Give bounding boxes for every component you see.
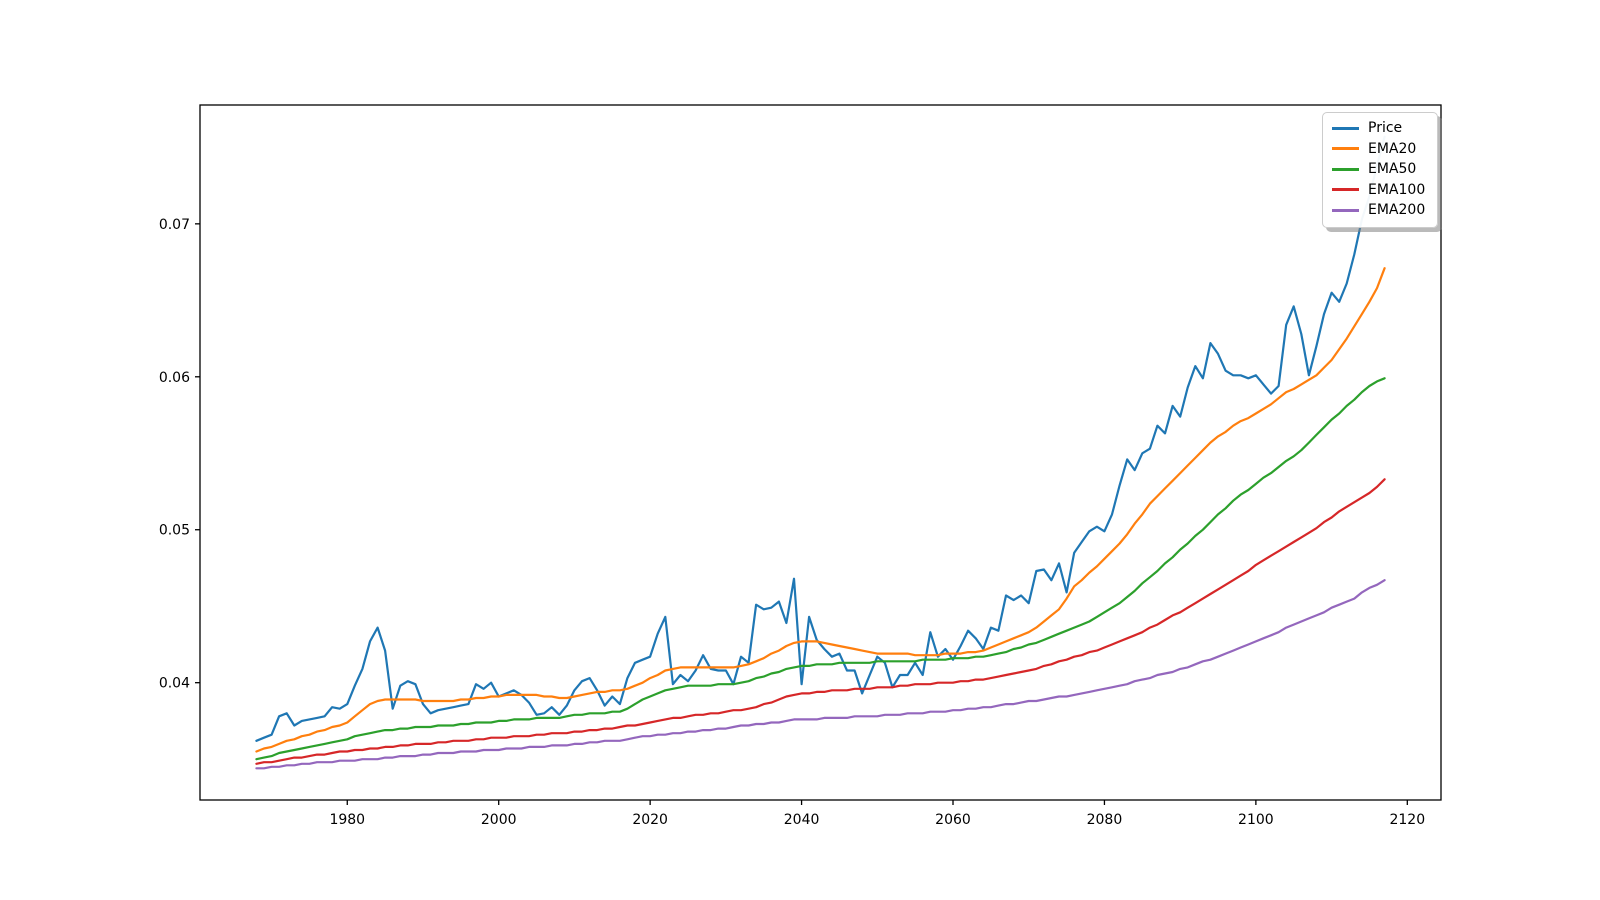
legend-entry-ema20: EMA20 <box>1332 139 1428 160</box>
x-tick-label: 2040 <box>784 812 820 828</box>
plot-area <box>199 104 1442 801</box>
y-tick-label: 0.06 <box>159 370 190 386</box>
legend-swatch-ema20 <box>1332 147 1359 151</box>
legend-entry-ema100: EMA100 <box>1332 180 1428 201</box>
legend: Price EMA20 EMA50 EMA100 EMA200 <box>1322 112 1438 228</box>
x-tick-label: 2100 <box>1238 812 1274 828</box>
legend-entry-ema200: EMA200 <box>1332 200 1428 221</box>
legend-swatch-ema50 <box>1332 167 1359 171</box>
series-line-ema100 <box>255 478 1386 765</box>
legend-swatch-ema200 <box>1332 208 1359 212</box>
legend-label: EMA100 <box>1368 181 1426 198</box>
x-tick-label: 1980 <box>329 812 365 828</box>
legend-entry-price: Price <box>1332 118 1428 139</box>
x-tick-label: 2020 <box>632 812 668 828</box>
legend-label: EMA50 <box>1368 161 1417 178</box>
y-tick-label: 0.05 <box>159 523 190 539</box>
x-tick-label: 2060 <box>935 812 971 828</box>
series-line-ema50 <box>255 377 1386 761</box>
x-tick-label: 2000 <box>481 812 517 828</box>
legend-swatch-ema100 <box>1332 188 1359 192</box>
series-line-price <box>255 135 1386 742</box>
legend-entry-ema50: EMA50 <box>1332 159 1428 180</box>
y-tick-label: 0.04 <box>159 676 190 692</box>
legend-label: EMA200 <box>1368 202 1426 219</box>
x-tick-label: 2080 <box>1087 812 1123 828</box>
legend-swatch-price <box>1332 126 1359 130</box>
series-line-ema20 <box>255 267 1386 753</box>
series-line-ema200 <box>255 579 1386 770</box>
y-tick-label: 0.07 <box>159 217 190 233</box>
x-tick-label: 2120 <box>1389 812 1425 828</box>
legend-label: Price <box>1368 120 1403 137</box>
legend-label: EMA20 <box>1368 140 1417 157</box>
